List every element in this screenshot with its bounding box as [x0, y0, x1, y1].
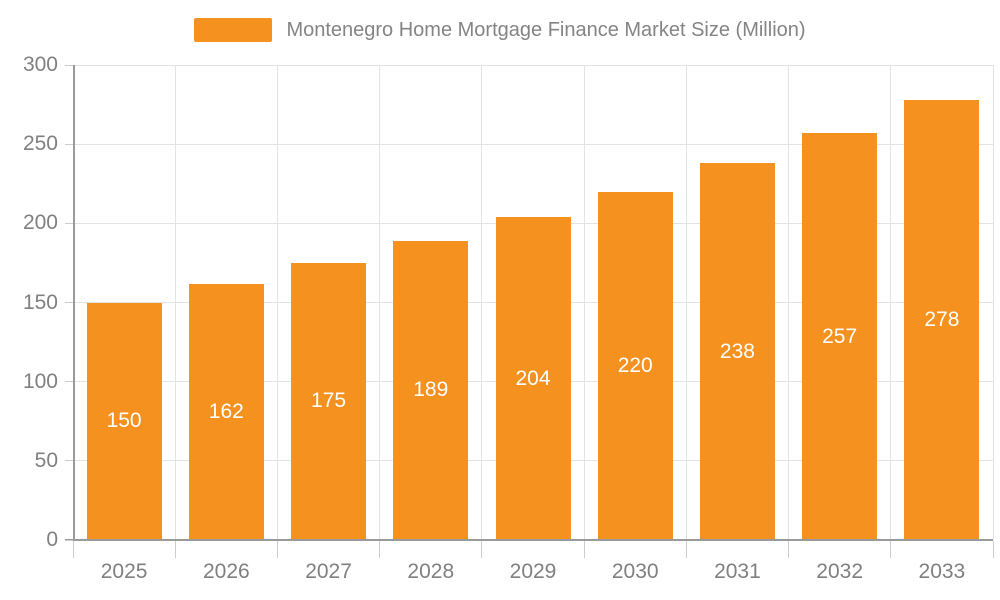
bar-2025[interactable]: 150 — [86, 302, 162, 540]
y-axis-tick-label: 50 — [34, 448, 58, 472]
bar-value-label: 204 — [515, 366, 551, 390]
x-axis-tick — [379, 541, 381, 558]
y-axis-tick — [65, 539, 73, 541]
gridline-vertical — [685, 65, 687, 540]
bar-value-label: 162 — [208, 399, 244, 423]
x-axis-tick — [72, 541, 74, 558]
bar-value-label: 278 — [924, 307, 960, 331]
gridline-vertical — [481, 65, 483, 540]
plot-area: 150 162 175 189 204 220 238 257 278 — [73, 64, 994, 540]
y-axis-tick-label: 150 — [22, 290, 58, 314]
y-axis-tick — [65, 143, 73, 145]
gridline-horizontal — [73, 143, 993, 145]
bar-2028[interactable]: 189 — [393, 240, 469, 540]
y-axis-tick-label: 250 — [22, 132, 58, 156]
x-axis-tick — [174, 541, 176, 558]
bar-value-label: 150 — [106, 409, 142, 433]
x-axis-tick — [685, 541, 687, 558]
gridline-vertical — [174, 65, 176, 540]
y-axis-tick-label: 200 — [22, 211, 58, 235]
y-axis-tick-label: 300 — [22, 53, 58, 76]
x-axis-tick — [583, 541, 585, 558]
x-axis-tick — [788, 541, 790, 558]
bar-value-label: 257 — [822, 324, 858, 348]
chart-title: Montenegro Home Mortgage Finance Market … — [286, 18, 806, 41]
x-axis-tick — [276, 541, 278, 558]
gridline-vertical — [276, 65, 278, 540]
legend-swatch-icon — [194, 18, 273, 42]
y-axis-tick — [65, 381, 73, 383]
x-axis-tick-label: 2027 — [305, 560, 352, 583]
y-axis-tick-label: 100 — [22, 369, 58, 393]
bar-2031[interactable]: 238 — [699, 163, 775, 540]
x-axis-tick — [992, 541, 994, 558]
bar-2032[interactable]: 257 — [802, 133, 878, 540]
x-axis-tick-label: 2030 — [611, 560, 659, 583]
bar-2029[interactable]: 204 — [495, 217, 571, 540]
y-axis-tick — [65, 302, 73, 303]
legend-item[interactable]: Montenegro Home Mortgage Finance Market … — [0, 17, 1000, 43]
bar-value-label: 189 — [413, 378, 449, 402]
bar-value-label: 238 — [719, 339, 755, 363]
y-axis-line — [73, 65, 75, 540]
gridline-vertical — [583, 65, 585, 540]
x-axis-tick-label: 2032 — [816, 560, 864, 583]
bar-2027[interactable]: 175 — [291, 262, 367, 540]
x-axis-tick — [481, 541, 483, 558]
bar-2026[interactable]: 162 — [188, 283, 264, 540]
y-axis-tick — [65, 460, 73, 462]
bar-2030[interactable]: 220 — [597, 191, 673, 540]
x-axis-tick-label: 2028 — [407, 560, 455, 583]
gridline-vertical — [890, 65, 892, 540]
x-axis-tick — [890, 541, 892, 558]
gridline-vertical — [788, 65, 790, 540]
x-axis-tick-label: 2033 — [918, 560, 966, 583]
y-axis-tick — [65, 64, 73, 66]
x-axis-tick-label: 2026 — [202, 560, 250, 583]
bar-value-label: 175 — [311, 389, 347, 413]
bar-value-label: 220 — [617, 353, 653, 377]
gridline-vertical — [992, 65, 994, 540]
y-axis-tick — [65, 222, 73, 224]
gridline-vertical — [379, 65, 381, 540]
bar-2033[interactable]: 278 — [904, 99, 980, 540]
x-axis-tick-label: 2029 — [509, 560, 557, 583]
gridline-horizontal — [73, 64, 993, 66]
x-axis-line — [65, 539, 993, 541]
y-axis-tick-label: 0 — [46, 528, 58, 551]
x-axis-tick-label: 2025 — [100, 560, 148, 583]
x-axis-tick-label: 2031 — [714, 560, 761, 583]
